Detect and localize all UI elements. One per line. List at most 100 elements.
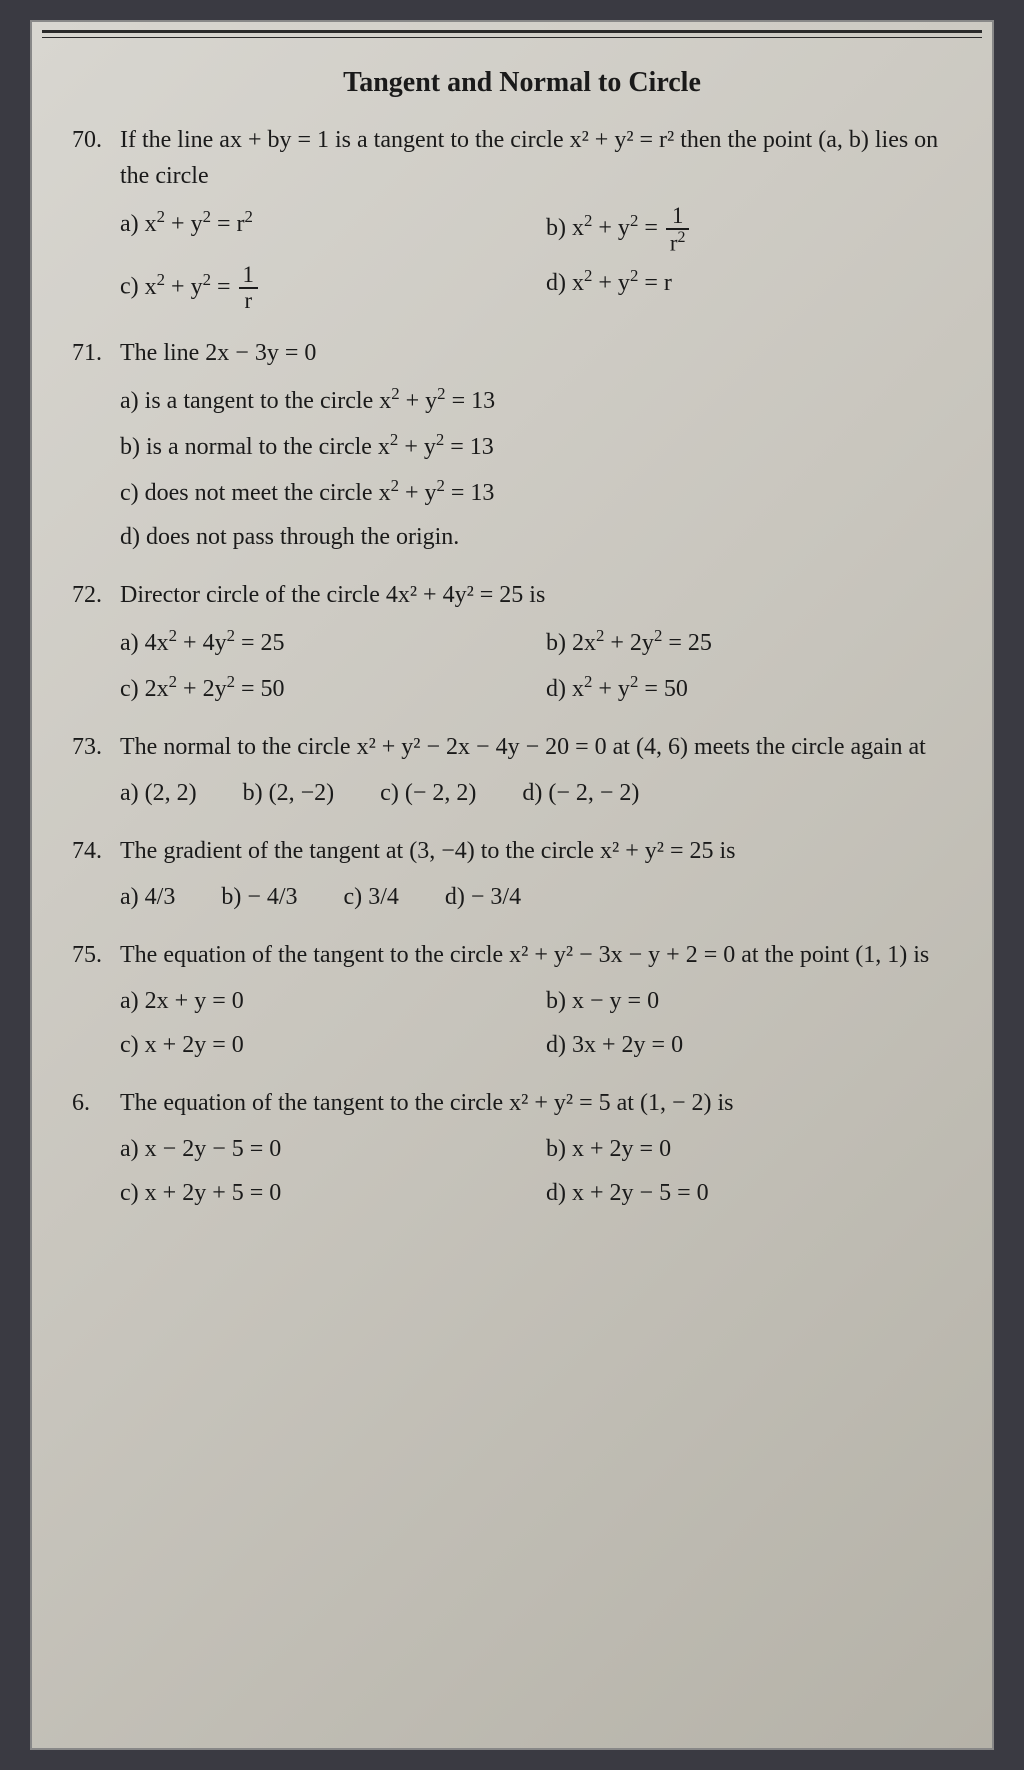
option-body: x2 + y2 = r — [572, 270, 672, 296]
option-body: is a normal to the circle x2 + y2 = 13 — [146, 434, 494, 460]
option-body: 3/4 — [368, 884, 399, 910]
question: 70.If the line ax + by = 1 is a tangent … — [72, 122, 972, 317]
option-label: b) — [120, 434, 146, 460]
option-label: c) — [344, 884, 369, 910]
option: a) 4/3 — [120, 875, 185, 919]
option: b) is a normal to the circle x2 + y2 = 1… — [120, 423, 972, 469]
option-body: is a tangent to the circle x2 + y2 = 13 — [145, 388, 495, 414]
option: b) x + 2y = 0 — [546, 1127, 972, 1171]
option-body: x + 2y − 5 = 0 — [572, 1180, 709, 1206]
option: a) x − 2y − 5 = 0 — [120, 1127, 546, 1171]
question-stem: 70.If the line ax + by = 1 is a tangent … — [72, 122, 972, 194]
option-body: (2, 2) — [145, 780, 197, 806]
options-row: a) x − 2y − 5 = 0b) x + 2y = 0c) x + 2y … — [120, 1127, 972, 1215]
option-body: 2x + y = 0 — [145, 988, 244, 1014]
options-row: a) x2 + y2 = r2b) x2 + y2 = 1r2c) x2 + y… — [120, 200, 972, 317]
option-body: x2 + y2 = 1r2 — [572, 215, 691, 241]
option-label: a) — [120, 780, 145, 806]
option-label: a) — [120, 630, 145, 656]
option: b) − 4/3 — [221, 875, 307, 919]
option: b) x − y = 0 — [546, 979, 972, 1023]
option-label: b) — [546, 215, 572, 241]
question: 71.The line 2x − 3y = 0 a) is a tangent t… — [72, 335, 972, 559]
option-label: c) — [120, 1032, 145, 1058]
question: 74.The gradient of the tangent at (3, −4… — [72, 833, 972, 919]
option-label: b) — [546, 988, 572, 1014]
options-row: a) 4x2 + 4y2 = 25b) 2x2 + 2y2 = 25c) 2x2… — [120, 619, 972, 711]
question-text: The equation of the tangent to the circl… — [120, 937, 972, 973]
option-body: (− 2, − 2) — [548, 780, 639, 806]
question-stem: 74.The gradient of the tangent at (3, −4… — [72, 833, 972, 869]
option: d) (− 2, − 2) — [522, 771, 649, 815]
option-label: b) — [546, 1136, 572, 1162]
question: 6.The equation of the tangent to the cir… — [72, 1085, 972, 1215]
option-body: x + 2y = 0 — [572, 1136, 671, 1162]
question-text: Director circle of the circle 4x² + 4y² … — [120, 577, 972, 613]
option: b) (2, −2) — [243, 771, 345, 815]
question: 72.Director circle of the circle 4x² + 4… — [72, 577, 972, 711]
option: c) does not meet the circle x2 + y2 = 13 — [120, 469, 972, 515]
question-number: 73. — [72, 729, 112, 765]
option-label: c) — [120, 480, 145, 506]
option-body: x − 2y − 5 = 0 — [145, 1136, 282, 1162]
option-body: 2x2 + 2y2 = 25 — [572, 630, 712, 656]
question-number: 74. — [72, 833, 112, 869]
options-row: a) is a tangent to the circle x2 + y2 = … — [120, 377, 972, 559]
question-number: 70. — [72, 122, 112, 158]
option: d) x2 + y2 = r — [546, 259, 972, 317]
option-label: b) — [221, 884, 247, 910]
option: a) x2 + y2 = r2 — [120, 200, 546, 259]
option-label: b) — [546, 630, 572, 656]
option-label: c) — [120, 676, 145, 702]
options-row: a) (2, 2) b) (2, −2) c) (− 2, 2) d) (− 2, −… — [120, 771, 972, 815]
option: c) x + 2y = 0 — [120, 1023, 546, 1067]
option: a) is a tangent to the circle x2 + y2 = … — [120, 377, 972, 423]
option-body: 2x2 + 2y2 = 50 — [145, 676, 285, 702]
question-stem: 72.Director circle of the circle 4x² + 4… — [72, 577, 972, 613]
question: 73.The normal to the circle x² + y² − 2x… — [72, 729, 972, 815]
option: c) 3/4 — [344, 875, 409, 919]
question-stem: 73.The normal to the circle x² + y² − 2x… — [72, 729, 972, 765]
options-row: a) 4/3 b) − 4/3 c) 3/4 d) − 3/4 — [120, 875, 972, 919]
option-label: d) — [546, 1032, 572, 1058]
option-label: d) — [546, 1180, 572, 1206]
option: c) x + 2y + 5 = 0 — [120, 1171, 546, 1215]
option: c) (− 2, 2) — [380, 771, 486, 815]
option: a) 2x + y = 0 — [120, 979, 546, 1023]
option: c) x2 + y2 = 1r — [120, 259, 546, 317]
question-text: The normal to the circle x² + y² − 2x − … — [120, 729, 972, 765]
option-body: − 4/3 — [247, 884, 297, 910]
question-text: The gradient of the tangent at (3, −4) t… — [120, 833, 972, 869]
options-row: a) 2x + y = 0b) x − y = 0c) x + 2y = 0d)… — [120, 979, 972, 1067]
question-stem: 71.The line 2x − 3y = 0 — [72, 335, 972, 371]
option: d) − 3/4 — [445, 875, 531, 919]
questions-list: 70.If the line ax + by = 1 is a tangent … — [72, 122, 972, 1215]
option-body: x − y = 0 — [572, 988, 659, 1014]
option-body: x + 2y = 0 — [145, 1032, 244, 1058]
question-number: 6. — [72, 1085, 112, 1121]
option-body: 4/3 — [145, 884, 176, 910]
question-stem: 75.The equation of the tangent to the ci… — [72, 937, 972, 973]
option: b) x2 + y2 = 1r2 — [546, 200, 972, 259]
option-body: x2 + y2 = 50 — [572, 676, 688, 702]
option-body: 3x + 2y = 0 — [572, 1032, 683, 1058]
option-label: d) — [546, 270, 572, 296]
option: d) x2 + y2 = 50 — [546, 665, 972, 711]
option-label: b) — [243, 780, 269, 806]
option-label: d) — [120, 524, 146, 550]
option: b) 2x2 + 2y2 = 25 — [546, 619, 972, 665]
question-text: If the line ax + by = 1 is a tangent to … — [120, 122, 972, 194]
option-label: c) — [120, 1180, 145, 1206]
question-number: 72. — [72, 577, 112, 613]
option: d) x + 2y − 5 = 0 — [546, 1171, 972, 1215]
option: d) 3x + 2y = 0 — [546, 1023, 972, 1067]
option-label: a) — [120, 884, 145, 910]
option-label: d) — [522, 780, 548, 806]
section-title: Tangent and Normal to Circle — [72, 62, 972, 104]
question-text: The equation of the tangent to the circl… — [120, 1085, 972, 1121]
question-number: 75. — [72, 937, 112, 973]
option: a) (2, 2) — [120, 771, 207, 815]
option-label: c) — [380, 780, 405, 806]
option-label: a) — [120, 211, 145, 237]
option: d) does not pass through the origin. — [120, 515, 972, 559]
